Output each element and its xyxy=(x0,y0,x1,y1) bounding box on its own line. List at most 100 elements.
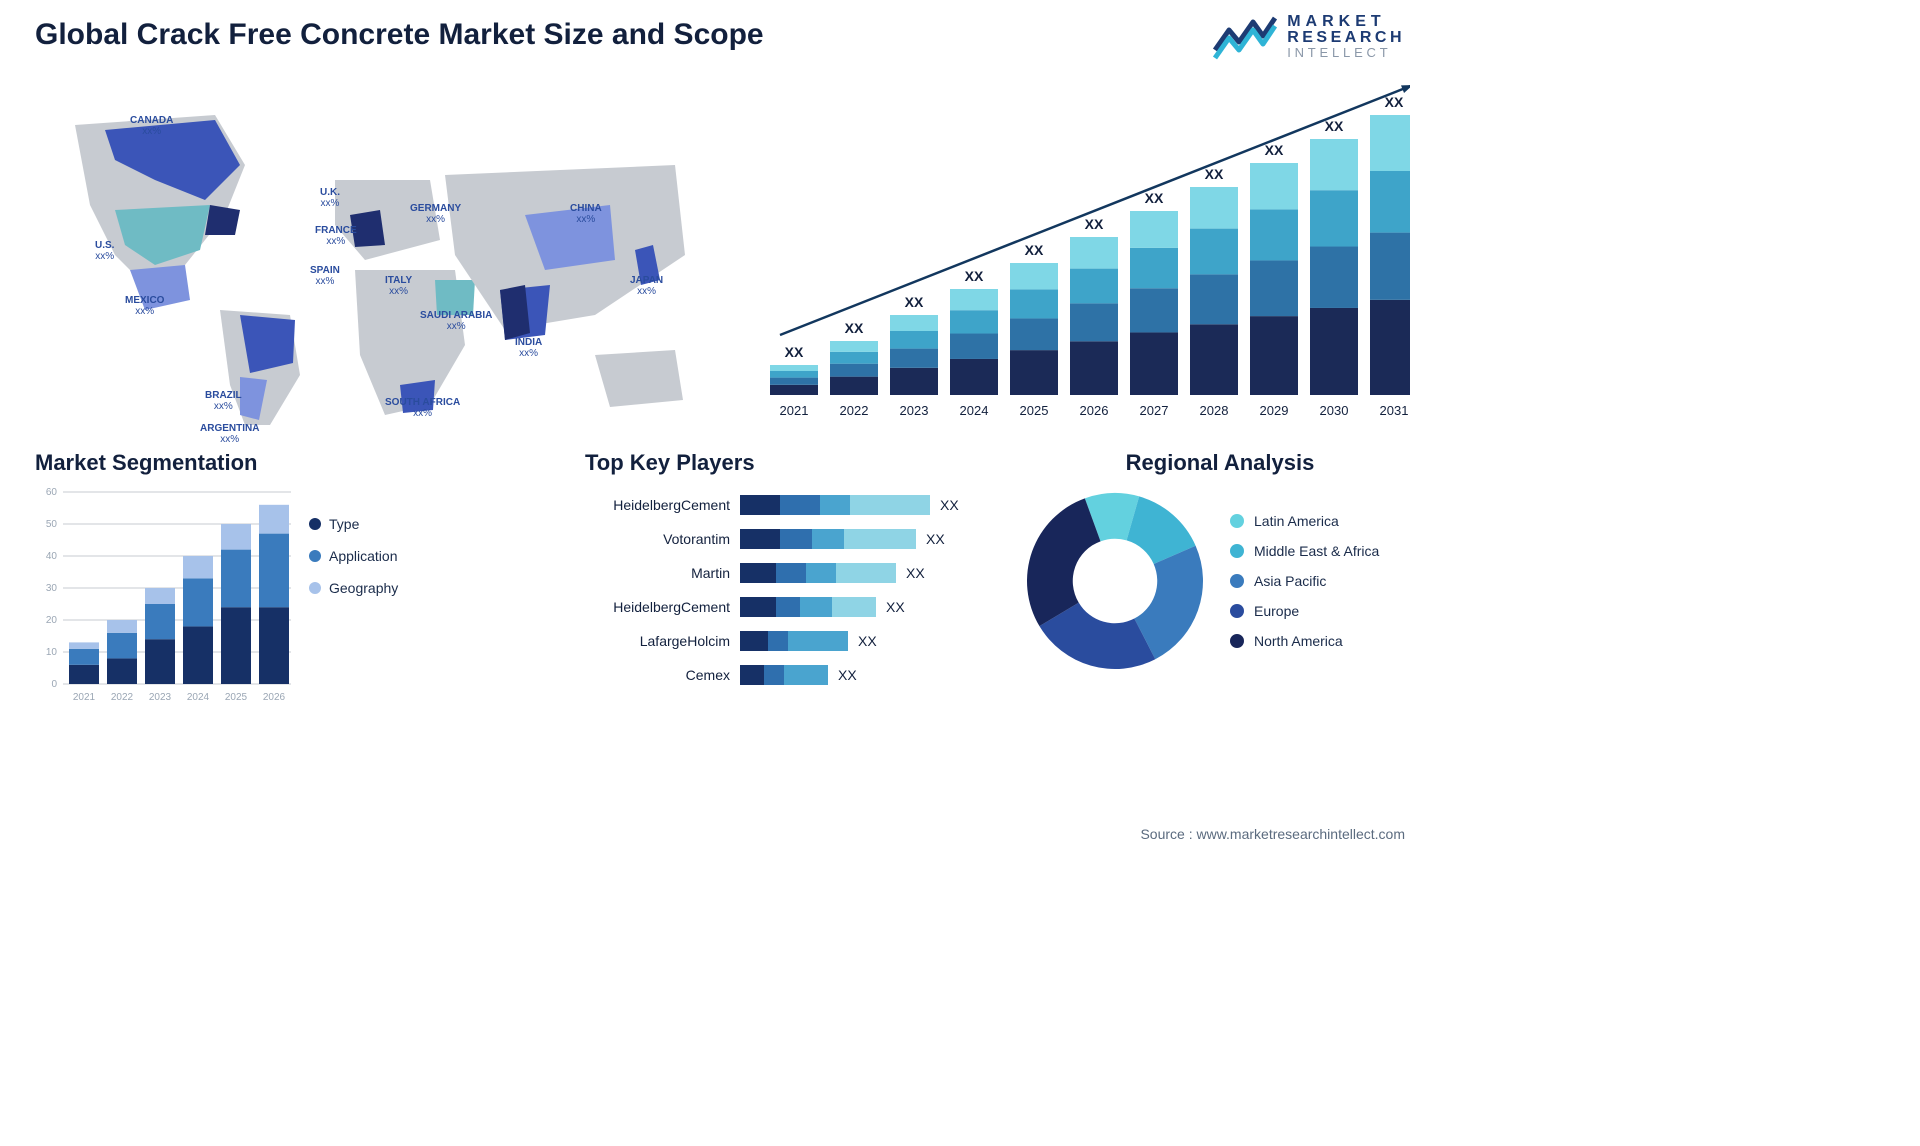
logo-line1: MARKET xyxy=(1287,14,1405,30)
player-value: XX xyxy=(858,633,877,649)
svg-text:2025: 2025 xyxy=(225,692,248,703)
map-label-u.s.: U.S.xx% xyxy=(95,240,114,262)
map-label-argentina: ARGENTINAxx% xyxy=(200,423,259,445)
player-name: Votorantim xyxy=(585,531,730,547)
player-value: XX xyxy=(940,497,959,513)
player-row: Cemex XX xyxy=(585,664,995,686)
svg-text:60: 60 xyxy=(46,487,58,498)
svg-text:10: 10 xyxy=(46,647,58,658)
svg-text:0: 0 xyxy=(51,679,57,690)
svg-text:XX: XX xyxy=(1145,190,1164,206)
regional-legend-item: Asia Pacific xyxy=(1230,573,1379,589)
player-name: LafargeHolcim xyxy=(585,633,730,649)
svg-text:2021: 2021 xyxy=(73,692,96,703)
svg-text:XX: XX xyxy=(1025,242,1044,258)
svg-text:2021: 2021 xyxy=(780,403,809,418)
player-value: XX xyxy=(886,599,905,615)
segmentation-bar-chart: 0102030405060202120222023202420252026 xyxy=(35,486,295,706)
segmentation-legend-item: Type xyxy=(309,516,398,532)
svg-text:2027: 2027 xyxy=(1140,403,1169,418)
regional-section: Regional Analysis Latin America Middle Ea… xyxy=(1020,450,1420,676)
player-bar xyxy=(740,597,876,617)
player-row: HeidelbergCement XX xyxy=(585,494,995,516)
segmentation-legend-item: Application xyxy=(309,548,398,564)
map-label-canada: CANADAxx% xyxy=(130,115,173,137)
logo-line3: INTELLECT xyxy=(1287,46,1405,59)
player-bar xyxy=(740,495,930,515)
source-label: Source : www.marketresearchintellect.com xyxy=(1140,826,1405,842)
map-label-china: CHINAxx% xyxy=(570,203,602,225)
svg-text:40: 40 xyxy=(46,551,58,562)
svg-text:XX: XX xyxy=(1205,166,1224,182)
segmentation-legend-item: Geography xyxy=(309,580,398,596)
brand-logo-mark xyxy=(1213,12,1277,60)
map-label-spain: SPAINxx% xyxy=(310,265,340,287)
svg-text:2029: 2029 xyxy=(1260,403,1289,418)
svg-text:XX: XX xyxy=(1085,216,1104,232)
svg-text:50: 50 xyxy=(46,519,58,530)
svg-text:2030: 2030 xyxy=(1320,403,1349,418)
brand-logo: MARKET RESEARCH INTELLECT xyxy=(1213,12,1405,60)
svg-text:XX: XX xyxy=(1265,142,1284,158)
svg-text:2026: 2026 xyxy=(263,692,286,703)
regional-title: Regional Analysis xyxy=(1020,450,1420,476)
svg-text:2022: 2022 xyxy=(840,403,869,418)
regional-legend-item: Europe xyxy=(1230,603,1379,619)
regional-legend-item: Middle East & Africa xyxy=(1230,543,1379,559)
player-row: HeidelbergCement XX xyxy=(585,596,995,618)
regional-donut-chart xyxy=(1020,486,1210,676)
svg-text:2028: 2028 xyxy=(1200,403,1229,418)
market-size-bar-chart: XX 2021 XX 2022 XX 2023 XX 2024 XX 2025 XX 2026 XX 20… xyxy=(760,85,1410,425)
svg-text:2023: 2023 xyxy=(149,692,172,703)
svg-text:20: 20 xyxy=(46,615,58,626)
player-bar xyxy=(740,665,828,685)
player-value: XX xyxy=(906,565,925,581)
player-bar xyxy=(740,631,848,651)
regional-legend-item: Latin America xyxy=(1230,513,1379,529)
map-label-india: INDIAxx% xyxy=(515,337,542,359)
map-label-france: FRANCExx% xyxy=(315,225,357,247)
world-map: CANADAxx%U.S.xx%MEXICOxx%BRAZILxx%ARGENT… xyxy=(35,85,695,425)
svg-text:2024: 2024 xyxy=(187,692,210,703)
player-bar xyxy=(740,563,896,583)
svg-text:XX: XX xyxy=(785,344,804,360)
player-name: Martin xyxy=(585,565,730,581)
svg-text:2023: 2023 xyxy=(900,403,929,418)
svg-text:2026: 2026 xyxy=(1080,403,1109,418)
svg-text:2031: 2031 xyxy=(1380,403,1409,418)
players-title: Top Key Players xyxy=(585,450,995,476)
player-row: LafargeHolcim XX xyxy=(585,630,995,652)
player-row: Votorantim XX xyxy=(585,528,995,550)
svg-text:XX: XX xyxy=(1325,118,1344,134)
player-name: HeidelbergCement xyxy=(585,497,730,513)
player-name: HeidelbergCement xyxy=(585,599,730,615)
segmentation-title: Market Segmentation xyxy=(35,450,465,476)
map-label-germany: GERMANYxx% xyxy=(410,203,461,225)
segmentation-section: Market Segmentation 01020304050602021202… xyxy=(35,450,465,706)
player-name: Cemex xyxy=(585,667,730,683)
players-section: Top Key Players HeidelbergCementXXVotora… xyxy=(585,450,995,686)
map-label-south-africa: SOUTH AFRICAxx% xyxy=(385,397,460,419)
page-title: Global Crack Free Concrete Market Size a… xyxy=(35,18,764,52)
map-label-mexico: MEXICOxx% xyxy=(125,295,164,317)
logo-line2: RESEARCH xyxy=(1287,30,1405,46)
player-value: XX xyxy=(838,667,857,683)
svg-text:2025: 2025 xyxy=(1020,403,1049,418)
svg-text:2024: 2024 xyxy=(960,403,989,418)
svg-text:XX: XX xyxy=(845,320,864,336)
svg-text:2022: 2022 xyxy=(111,692,134,703)
regional-legend-item: North America xyxy=(1230,633,1379,649)
map-label-japan: JAPANxx% xyxy=(630,275,663,297)
player-row: Martin XX xyxy=(585,562,995,584)
map-label-brazil: BRAZILxx% xyxy=(205,390,242,412)
map-label-saudi-arabia: SAUDI ARABIAxx% xyxy=(420,310,492,332)
svg-text:XX: XX xyxy=(1385,94,1404,110)
map-label-u.k.: U.K.xx% xyxy=(320,187,340,209)
player-value: XX xyxy=(926,531,945,547)
segmentation-legend: Type Application Geography xyxy=(295,486,398,706)
svg-text:XX: XX xyxy=(965,268,984,284)
player-bar xyxy=(740,529,916,549)
map-label-italy: ITALYxx% xyxy=(385,275,412,297)
regional-legend: Latin America Middle East & Africa Asia Pa… xyxy=(1230,513,1379,649)
svg-text:XX: XX xyxy=(905,294,924,310)
